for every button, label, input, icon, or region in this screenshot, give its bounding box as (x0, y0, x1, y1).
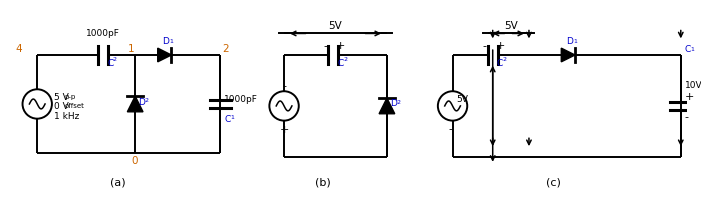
Text: 1: 1 (230, 115, 234, 120)
Text: +: + (685, 92, 694, 102)
Text: C: C (108, 59, 114, 68)
Text: 5 V: 5 V (54, 92, 69, 101)
Text: 5V: 5V (456, 94, 468, 103)
Text: +: + (336, 41, 346, 51)
Text: D: D (390, 99, 397, 108)
Text: C: C (496, 59, 503, 68)
Text: 2: 2 (397, 99, 401, 104)
Text: 1: 1 (128, 44, 134, 54)
Text: C: C (685, 45, 691, 54)
Text: C: C (338, 59, 344, 68)
Text: (c): (c) (546, 176, 561, 186)
Text: 1: 1 (690, 47, 695, 52)
Text: 1: 1 (170, 39, 173, 44)
Text: (a): (a) (110, 176, 125, 186)
Text: (b): (b) (315, 176, 331, 186)
Text: -: - (483, 41, 487, 51)
Text: +: + (496, 41, 505, 51)
Text: 2: 2 (503, 57, 507, 62)
Polygon shape (379, 99, 395, 114)
Text: 2: 2 (343, 57, 348, 62)
Text: 1000pF: 1000pF (224, 94, 258, 103)
Text: D: D (566, 37, 573, 46)
Text: p-p: p-p (64, 94, 76, 100)
Text: 2: 2 (145, 97, 149, 102)
Text: D: D (138, 97, 145, 106)
Text: 1: 1 (573, 39, 577, 44)
Text: 5V: 5V (504, 20, 518, 30)
Text: 1 kHz: 1 kHz (54, 112, 79, 121)
Text: -: - (323, 41, 327, 51)
Text: 0 V: 0 V (54, 102, 69, 111)
Text: -: - (449, 124, 453, 134)
Polygon shape (562, 49, 575, 63)
Text: +: + (280, 124, 289, 134)
Text: D: D (163, 37, 170, 46)
Text: 10V: 10V (685, 81, 701, 89)
Text: 2: 2 (113, 57, 116, 62)
Polygon shape (128, 97, 143, 112)
Text: -: - (282, 81, 286, 91)
Text: -: - (685, 111, 688, 121)
Text: 5V: 5V (329, 20, 342, 30)
Text: 1000pF: 1000pF (86, 29, 120, 38)
Text: 2: 2 (222, 44, 229, 54)
Text: offset: offset (64, 102, 85, 108)
Text: 0: 0 (131, 155, 137, 165)
Text: C: C (224, 115, 231, 124)
Text: 4: 4 (15, 44, 22, 54)
Polygon shape (158, 49, 172, 63)
